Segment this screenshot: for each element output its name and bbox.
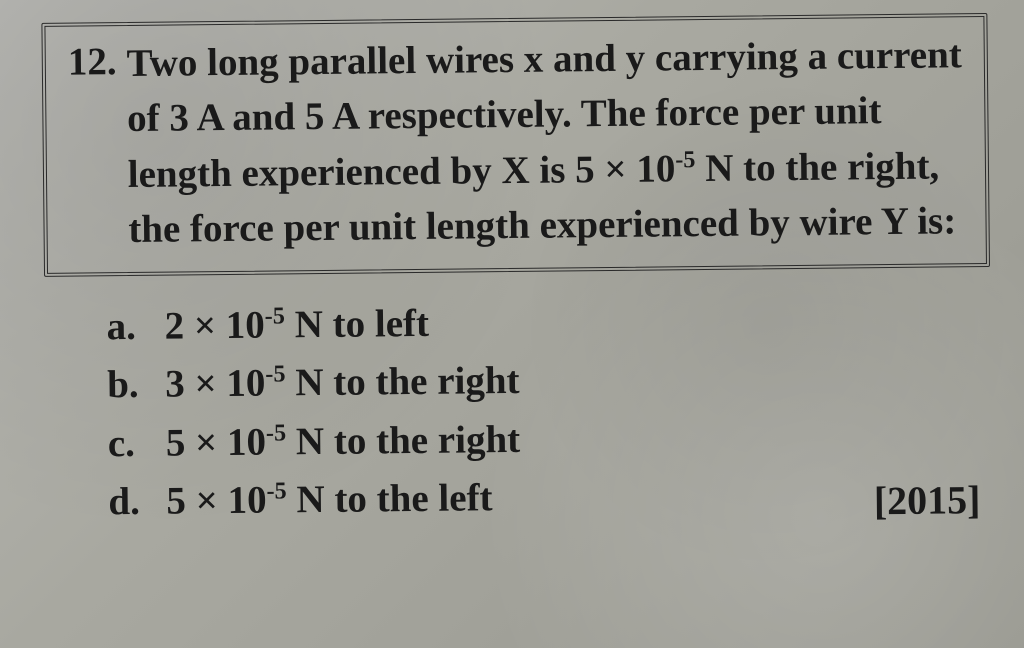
option-d: d. 5 × 10-5 N to the left xyxy=(108,464,993,532)
option-letter: d. xyxy=(108,473,167,532)
option-c: c. 5 × 10-5 N to the right xyxy=(108,405,993,473)
option-text: 2 × 10-5 N to left xyxy=(164,288,991,355)
option-text: 5 × 10-5 N to the left xyxy=(166,464,993,531)
page: 12. Two long parallel wires x and y carr… xyxy=(0,0,1024,543)
question-row: 12. Two long parallel wires x and y carr… xyxy=(68,27,964,258)
option-text: 3 × 10-5 N to the right xyxy=(165,347,992,414)
option-text: 5 × 10-5 N to the right xyxy=(166,405,993,472)
options-list: a. 2 × 10-5 N to left b. 3 × 10-5 N to t… xyxy=(44,288,992,532)
option-letter: c. xyxy=(108,414,167,473)
year-tag: [2015] xyxy=(874,476,981,524)
option-b: b. 3 × 10-5 N to the right xyxy=(107,347,992,415)
question-number: 12. xyxy=(68,36,119,258)
question-text: Two long parallel wires x and y carrying… xyxy=(126,27,964,257)
option-letter: a. xyxy=(106,297,165,356)
option-a: a. 2 × 10-5 N to left xyxy=(106,288,991,356)
option-letter: b. xyxy=(107,356,166,415)
question-box: 12. Two long parallel wires x and y carr… xyxy=(41,13,990,276)
